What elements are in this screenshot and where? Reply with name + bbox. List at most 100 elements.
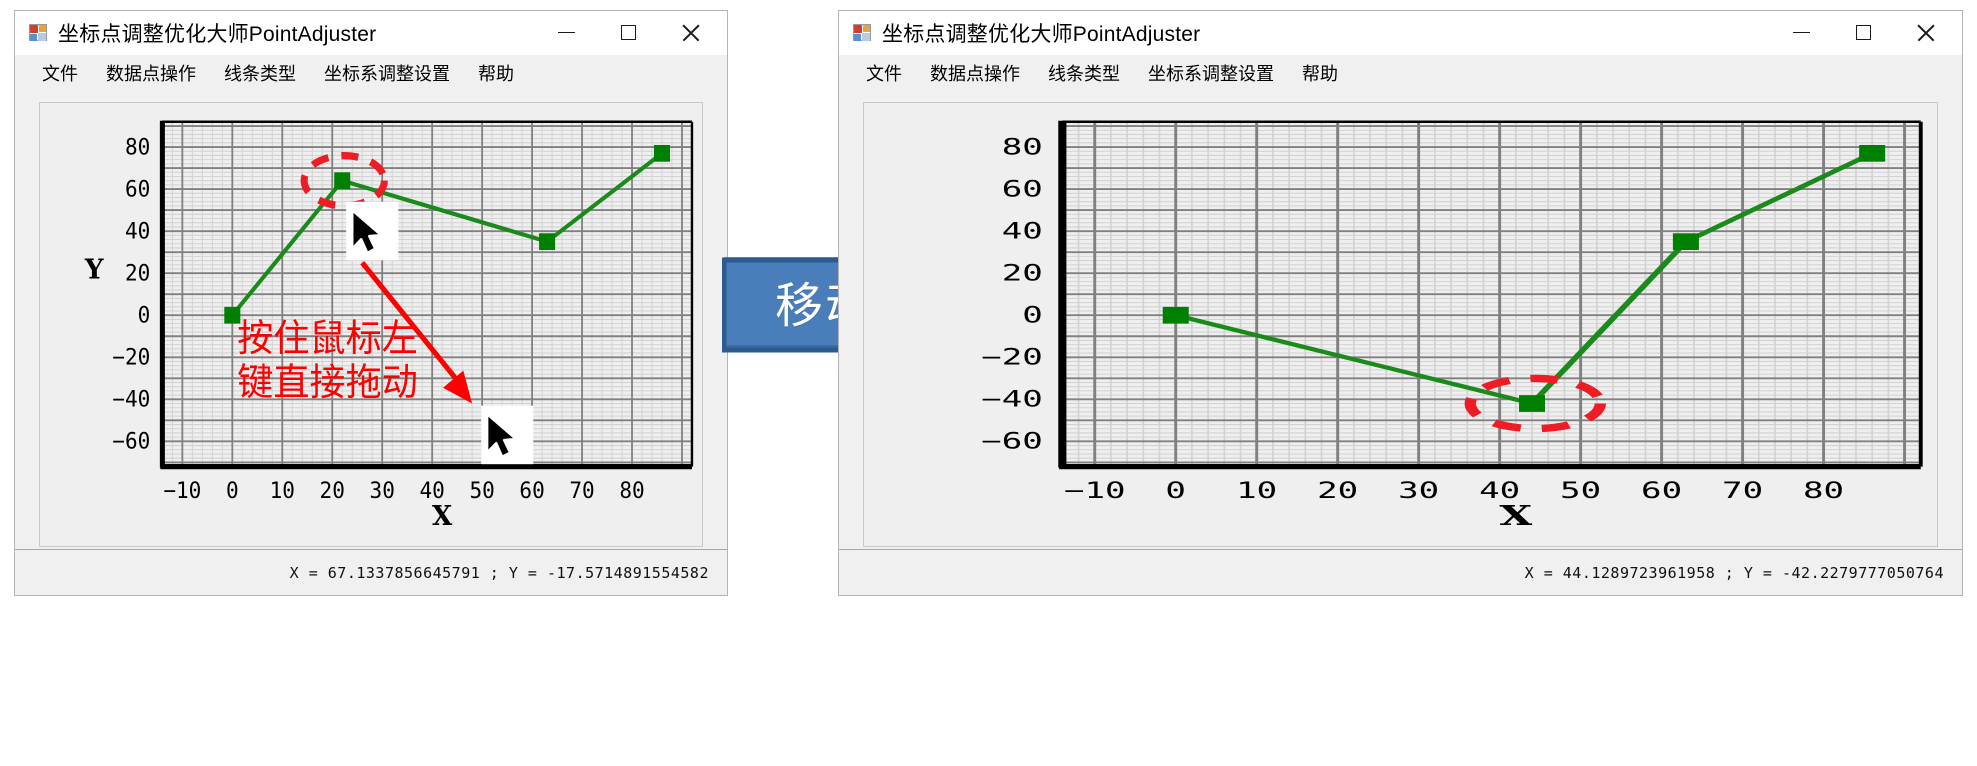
menu-item-help[interactable]: 帮助 [1302,63,1338,84]
client-area-before: 80 60 40 20 0 −20 −40 −60 −10 0 10 20 30 40 50 60 70 80 X Y… [15,90,727,595]
series-line [230,151,664,317]
maximize-icon [620,25,636,40]
menu-item-axes[interactable]: 坐标系调整设置 [1148,63,1274,84]
y-tick-label: 20 [125,261,150,287]
x-tick-label: 0 [226,479,239,505]
statusbar-after: X = 44.1289723961958 ; Y = -42.227977705… [839,549,1962,595]
mouse-cursor-icon [481,405,534,465]
x-tick-label: 70 [1722,477,1763,503]
x-axis-title: X [432,501,453,533]
statusbar-before: X = 67.1337856645791 ; Y = -17.571489155… [15,549,727,595]
maximize-icon [1855,25,1871,40]
window-controls [1770,11,1956,54]
y-tick-label: 60 [125,177,150,203]
x-tick-label: 30 [1398,477,1439,503]
data-point-marker [334,172,351,190]
window-title: 坐标点调整优化大师PointAdjuster [882,22,1201,46]
data-point-marker [653,144,671,162]
mouse-cursor-icon [346,201,399,261]
y-tick-label: 0 [1022,302,1043,328]
titlebar-before[interactable]: 坐标点调整优化大师PointAdjuster [15,11,727,55]
y-tick-label: 40 [125,219,150,245]
x-tick-label: 10 [270,479,295,505]
data-point-marker [1162,306,1189,324]
window-after: 坐标点调整优化大师PointAdjuster 文件 数据点操作 线条类型 坐标系… [838,10,1963,596]
close-icon [681,24,699,42]
close-icon [1916,24,1934,42]
highlight-ellipse [300,151,388,210]
menu-item-file[interactable]: 文件 [42,63,78,84]
app-icon [29,24,47,41]
gridlines [162,121,692,467]
y-tick-label: −40 [112,387,150,413]
plot-after[interactable]: 80 60 40 20 0 −20 −40 −60 −10 0 10 20 30 40 50 60 70 80 X [864,103,1937,546]
x-tick-label: 70 [569,479,594,505]
titlebar-after[interactable]: 坐标点调整优化大师PointAdjuster [839,11,1962,55]
data-series [1162,144,1886,412]
x-tick-label: 10 [1236,477,1277,503]
client-area-after: 80 60 40 20 0 −20 −40 −60 −10 0 10 20 30 40 50 60 70 80 X … [839,90,1962,595]
menu-item-axes[interactable]: 坐标系调整设置 [324,63,450,84]
data-point-marker [1859,144,1886,162]
tick-labels: 80 60 40 20 0 −20 −40 −60 −10 0 10 20 30 40 50 60 70 80 [981,134,1844,504]
y-tick-label: −20 [981,344,1043,370]
y-axis-title: Y [84,254,105,286]
data-point-marker [1519,395,1546,412]
close-button[interactable] [1894,11,1956,55]
y-tick-label: −60 [112,429,150,455]
window-controls [535,11,721,54]
x-tick-label: 50 [469,479,494,505]
data-series [224,144,671,324]
data-point-marker [539,233,556,250]
menu-item-linetype[interactable]: 线条类型 [224,63,296,84]
x-axis-title: X [1499,501,1532,532]
menubar-before: 文件 数据点操作 线条类型 坐标系调整设置 帮助 [15,55,727,90]
x-tick-label: −10 [1064,477,1126,503]
x-tick-label: 60 [1641,477,1682,503]
menu-item-points[interactable]: 数据点操作 [106,63,196,84]
y-tick-label: 40 [1002,218,1043,244]
x-tick-label: 80 [1803,477,1844,503]
plot-before[interactable]: 80 60 40 20 0 −20 −40 −60 −10 0 10 20 30 40 50 60 70 80 X Y… [40,103,702,546]
x-tick-label: 0 [1165,477,1186,503]
x-tick-label: −10 [163,479,201,505]
chart-panel-before[interactable]: 80 60 40 20 0 −20 −40 −60 −10 0 10 20 30 40 50 60 70 80 X Y… [39,102,703,547]
menu-item-linetype[interactable]: 线条类型 [1048,63,1120,84]
y-tick-label: −20 [112,345,150,371]
y-tick-label: 80 [1002,134,1043,160]
minimize-button[interactable] [535,11,597,55]
menu-item-help[interactable]: 帮助 [478,63,514,84]
x-tick-label: 60 [519,479,544,505]
annotation-line-2: 键直接拖动 [237,360,417,404]
x-tick-label: 20 [1317,477,1358,503]
minimize-button[interactable] [1770,11,1832,55]
menu-item-file[interactable]: 文件 [866,63,902,84]
y-tick-label: 80 [125,135,150,161]
y-tick-label: 0 [138,303,151,329]
x-tick-label: 40 [1479,477,1520,503]
maximize-button[interactable] [1832,11,1894,55]
x-tick-label: 80 [619,479,644,505]
app-icon [853,24,871,41]
highlight-ellipse [1464,374,1607,433]
window-before: 坐标点调整优化大师PointAdjuster 文件 数据点操作 线条类型 坐标系… [14,10,728,596]
close-button[interactable] [659,11,721,55]
menu-item-points[interactable]: 数据点操作 [930,63,1020,84]
maximize-button[interactable] [597,11,659,55]
minimize-icon [1792,32,1810,33]
tick-labels: 80 60 40 20 0 −20 −40 −60 −10 0 10 20 30 40 50 60 70 80 [112,135,644,504]
chart-panel-after[interactable]: 80 60 40 20 0 −20 −40 −60 −10 0 10 20 30 40 50 60 70 80 X [863,102,1938,547]
annotation-line-1: 按住鼠标左 [237,316,417,360]
y-tick-label: 60 [1002,176,1043,202]
coordinate-readout: X = 44.1289723961958 ; Y = -42.227977705… [1524,563,1944,582]
x-tick-label: 40 [419,479,444,505]
menubar-after: 文件 数据点操作 线条类型 坐标系调整设置 帮助 [839,55,1962,90]
gridlines [1062,121,1921,467]
x-tick-label: 50 [1560,477,1601,503]
data-point-marker [1672,233,1699,250]
minimize-icon [557,32,575,33]
window-title: 坐标点调整优化大师PointAdjuster [58,22,377,46]
series-line [1174,151,1875,407]
